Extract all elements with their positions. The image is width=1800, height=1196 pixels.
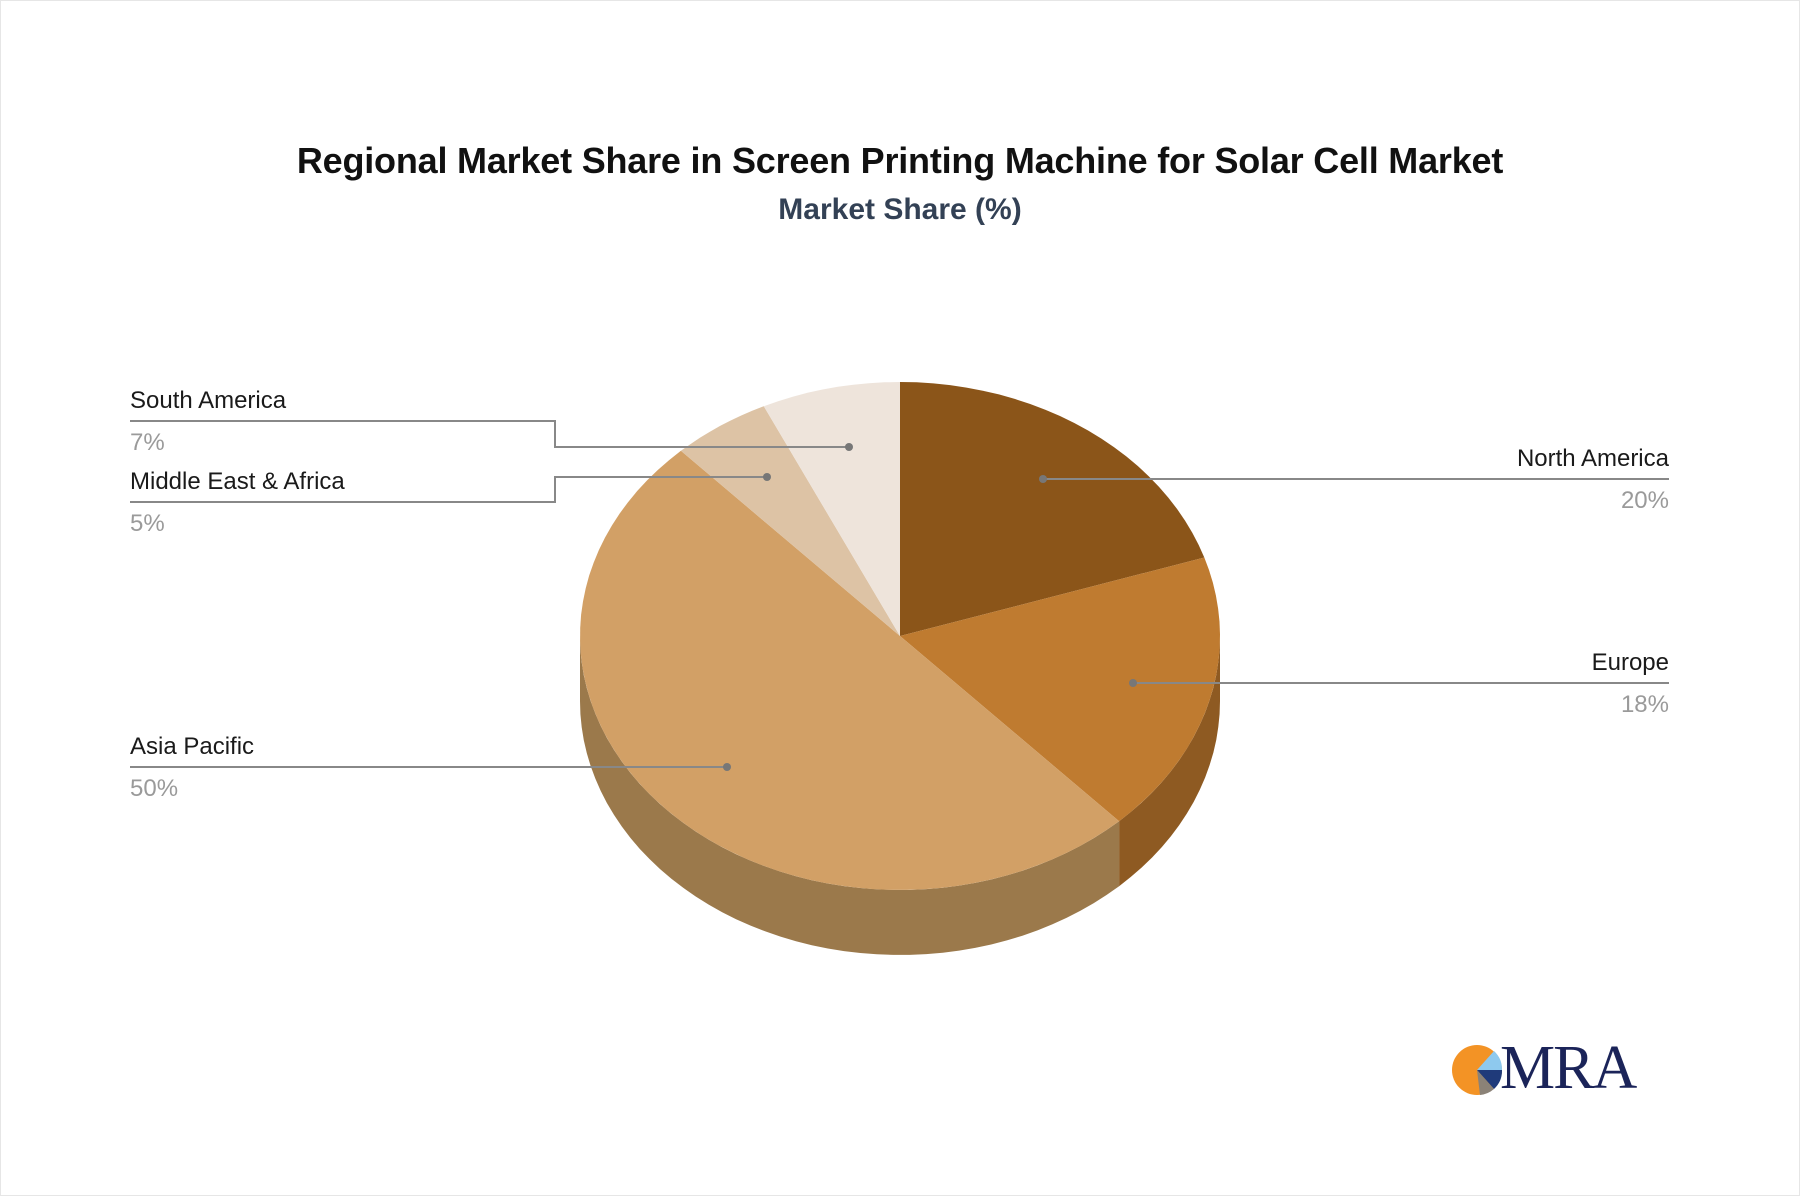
pie-top-face [580, 382, 1220, 890]
slice-middle-east-africa[interactable] [680, 406, 900, 636]
chart-subtitle: Market Share (%) [778, 193, 1022, 226]
value-north-america: 20% [1621, 487, 1669, 514]
slice-asia-pacific[interactable] [580, 450, 1120, 890]
pie-callouts: North America 20% Europe 18% Asia Pacifi… [130, 387, 1670, 802]
mra-logo: MRA [1450, 1037, 1640, 1099]
side-europe [1119, 636, 1220, 887]
value-middle-east-africa: 5% [130, 510, 165, 537]
logo-text: MRA [1500, 1034, 1637, 1102]
callout-south-america: South America 7% [130, 387, 853, 456]
callout-north-america: North America 20% [1039, 445, 1670, 514]
label-north-america: North America [1517, 445, 1670, 472]
chart-title: Regional Market Share in Screen Printing… [296, 140, 1504, 181]
slice-europe[interactable] [900, 557, 1220, 822]
callout-middle-east-africa: Middle East & Africa 5% [130, 468, 771, 537]
callout-europe: Europe 18% [1129, 649, 1669, 718]
value-asia-pacific: 50% [130, 775, 178, 802]
pie-extrusion [580, 636, 1220, 955]
label-europe: Europe [1592, 649, 1669, 676]
value-europe: 18% [1621, 691, 1669, 718]
logo-pie-icon [1452, 1045, 1503, 1095]
side-asia-pacific [580, 636, 1120, 955]
slice-north-america[interactable] [900, 382, 1205, 636]
value-south-america: 7% [130, 429, 165, 456]
slice-south-america[interactable] [763, 382, 900, 636]
label-middle-east-africa: Middle East & Africa [130, 468, 345, 495]
label-asia-pacific: Asia Pacific [130, 733, 254, 760]
label-south-america: South America [130, 387, 287, 414]
callout-asia-pacific: Asia Pacific 50% [130, 733, 731, 802]
